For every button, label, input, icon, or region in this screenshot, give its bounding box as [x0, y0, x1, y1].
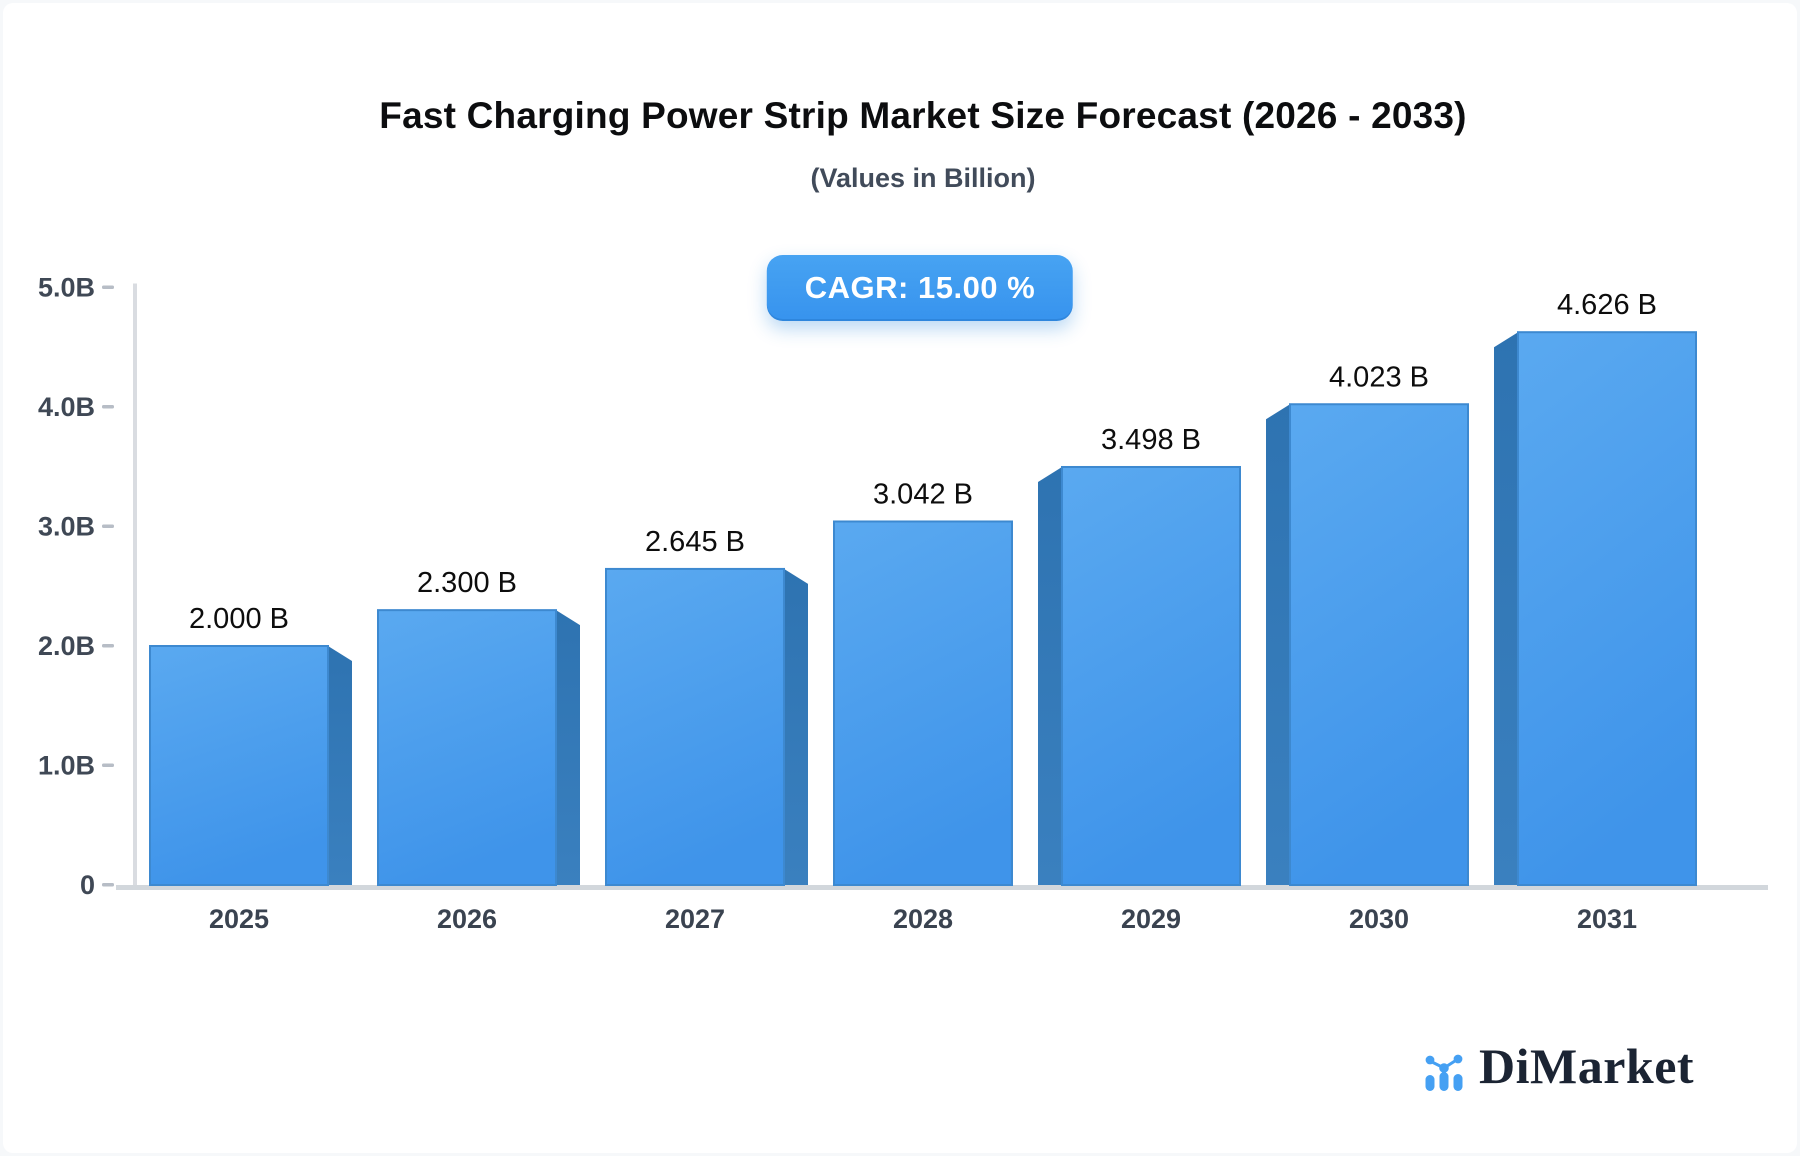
cagr-badge: CAGR: 15.00 %	[766, 255, 1074, 321]
bar-front-face	[1289, 403, 1469, 886]
x-tick-label: 2026	[437, 904, 497, 934]
bar-value-label: 2.645 B	[645, 526, 745, 558]
bar-front-face	[833, 520, 1013, 887]
y-tick-dash	[102, 763, 114, 767]
bar-front-face	[149, 645, 329, 886]
bar-front-face	[1061, 465, 1241, 886]
y-tick-dash	[102, 524, 114, 528]
bars-group: 2.000 B 2.300 B 2.645 B 3.042 B 3.498 B 4.023…	[149, 289, 1697, 887]
x-tick-label: 2025	[209, 904, 269, 934]
brand-name: DiMarket	[1479, 1038, 1695, 1094]
x-axis: 2025 2026 2027 2028 2029 2030 2031	[209, 904, 1637, 934]
bar-front-face	[605, 567, 785, 886]
y-axis: 5.0B 4.0B 3.0B 2.0B 1.0B 0	[38, 273, 1768, 900]
bar-front-face	[1517, 331, 1697, 886]
bar-side-face	[556, 610, 580, 885]
y-tick-dash	[102, 405, 114, 409]
dimarket-logo-icon	[1425, 1054, 1463, 1091]
bar-value-label: 2.000 B	[189, 603, 289, 635]
chart-svg: 5.0B 4.0B 3.0B 2.0B 1.0B 0 2.000 B 2.300 B 2.64…	[38, 273, 1768, 934]
y-tick-dash	[102, 883, 114, 887]
x-tick-label: 2029	[1121, 904, 1181, 934]
brand-logo: DiMarket	[1423, 1041, 1694, 1091]
y-tick-label: 4.0B	[38, 392, 95, 422]
chart-title: Fast Charging Power Strip Market Size Fo…	[379, 95, 1467, 136]
bar-side-face	[328, 646, 352, 885]
bar-value-label: 2.300 B	[417, 567, 517, 599]
y-tick-label: 3.0B	[38, 512, 95, 542]
y-axis-line	[133, 283, 137, 885]
bar-value-label: 4.626 B	[1557, 289, 1657, 321]
bar-value-label: 4.023 B	[1329, 361, 1429, 393]
x-tick-label: 2028	[893, 904, 953, 934]
x-baseline	[116, 885, 1768, 890]
y-tick-label: 0	[80, 870, 95, 900]
y-tick-label: 1.0B	[38, 751, 95, 781]
bar-2027: 2.645 B	[605, 526, 808, 886]
bar-value-label: 3.042 B	[873, 478, 973, 510]
x-tick-label: 2030	[1349, 904, 1409, 934]
bar-front-face	[377, 609, 557, 887]
bar-2031: 4.626 B	[1494, 289, 1697, 886]
y-tick-dash	[102, 644, 114, 648]
y-tick-label: 2.0B	[38, 631, 95, 661]
x-tick-label: 2027	[665, 904, 725, 934]
bar-side-face	[784, 568, 808, 885]
chart-subtitle: (Values in Billion)	[810, 163, 1036, 193]
bar-side-face	[1494, 332, 1518, 885]
x-tick-label: 2031	[1577, 904, 1637, 934]
bar-2030: 4.023 B	[1266, 361, 1469, 886]
bar-2025: 2.000 B	[149, 603, 352, 886]
chart-card: Fast Charging Power Strip Market Size Fo…	[3, 3, 1797, 1153]
bar-side-face	[1038, 466, 1062, 885]
bar-2028: 3.042 B	[833, 478, 1013, 887]
bar-2029: 3.498 B	[1038, 424, 1241, 886]
y-tick-dash	[102, 285, 114, 289]
bar-value-label: 3.498 B	[1101, 424, 1201, 456]
y-tick-label: 5.0B	[38, 273, 95, 303]
bar-side-face	[1266, 404, 1290, 885]
bar-2026: 2.300 B	[377, 567, 580, 887]
